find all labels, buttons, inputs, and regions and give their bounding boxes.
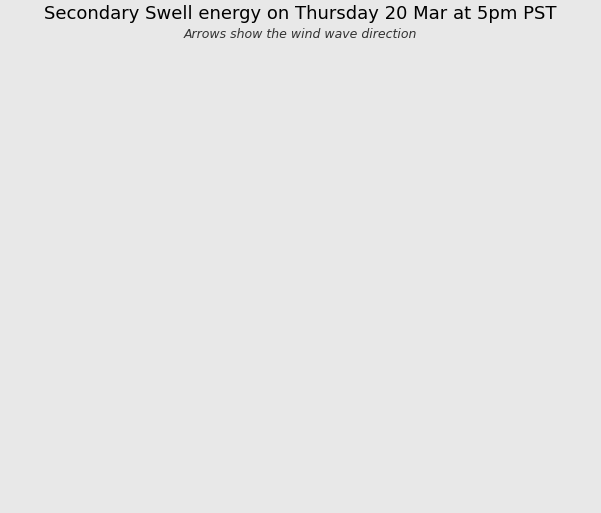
Text: Secondary Swell energy on Thursday 20 Mar at 5pm PST: Secondary Swell energy on Thursday 20 Ma… xyxy=(44,5,557,23)
Text: Arrows show the wind wave direction: Arrows show the wind wave direction xyxy=(184,28,417,41)
